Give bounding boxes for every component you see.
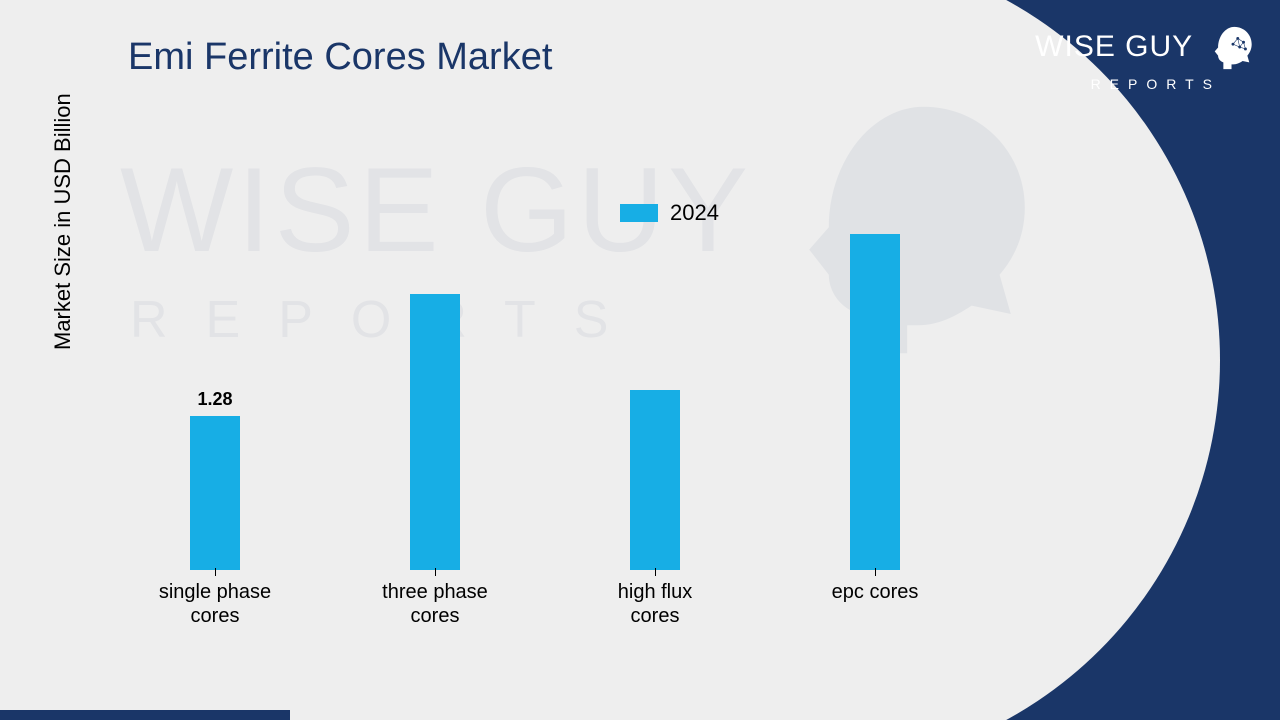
category-label: epc cores [815, 570, 935, 604]
brand-logo: WISE GUY REPORTS [1035, 24, 1256, 92]
brand-panel: WISE GUY REPORTS [960, 0, 1280, 720]
chart-title: Emi Ferrite Cores Market [128, 36, 552, 79]
brand-logo-sub: REPORTS [1035, 76, 1256, 92]
bar-value-label: 1.28 [197, 389, 232, 410]
bar [850, 234, 900, 570]
footer-accent-bar [0, 710, 290, 720]
category-label: single phase cores [155, 570, 275, 628]
category-label: high flux cores [595, 570, 715, 628]
head-icon [1208, 24, 1256, 72]
chart-plot: 1.28single phase coresthree phase coresh… [110, 150, 990, 570]
brand-logo-main: WISE GUY [1035, 24, 1256, 72]
bar [630, 390, 680, 570]
bar [410, 294, 460, 570]
y-axis-label: Market Size in USD Billion [50, 93, 76, 350]
category-label: three phase cores [375, 570, 495, 628]
bar: 1.28 [190, 416, 240, 570]
